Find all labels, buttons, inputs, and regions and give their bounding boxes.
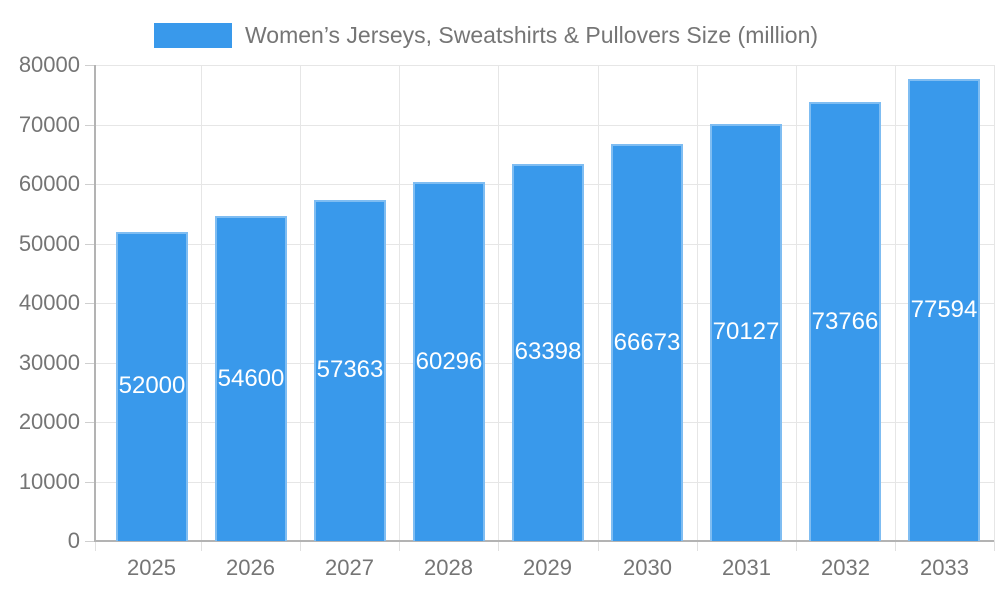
bar[interactable] — [512, 164, 584, 541]
x-tick — [95, 541, 96, 551]
bar-value-label: 60296 — [415, 348, 483, 375]
y-tick-label: 40000 — [18, 290, 80, 315]
y-tick — [85, 184, 95, 185]
bar-value-label: 77594 — [910, 296, 978, 323]
y-tick-label: 80000 — [18, 52, 80, 77]
x-gridline — [697, 65, 698, 541]
bar-value-label: 52000 — [118, 372, 186, 399]
bar[interactable] — [908, 79, 980, 541]
y-tick — [85, 125, 95, 126]
x-gridline — [598, 65, 599, 541]
y-tick-label: 60000 — [18, 171, 80, 196]
y-tick-label: 30000 — [18, 350, 80, 375]
y-tick — [85, 422, 95, 423]
x-tick — [697, 541, 698, 551]
y-tick-label: 50000 — [18, 231, 80, 256]
bar[interactable] — [116, 232, 188, 541]
y-tick — [85, 541, 95, 542]
bar-value-label: 54600 — [217, 365, 285, 392]
x-tick — [895, 541, 896, 551]
x-tick — [994, 541, 995, 551]
bar-value-label: 57363 — [316, 356, 384, 383]
y-gridline — [95, 65, 994, 66]
bar[interactable] — [809, 102, 881, 541]
y-tick — [85, 482, 95, 483]
bar[interactable] — [710, 124, 782, 541]
y-tick-label: 10000 — [18, 469, 80, 494]
x-tick-label: 2026 — [226, 555, 275, 580]
y-tick-label: 0 — [67, 528, 80, 553]
x-tick — [796, 541, 797, 551]
x-axis-line — [94, 540, 994, 542]
legend-label: Women’s Jerseys, Sweatshirts & Pullovers… — [245, 22, 819, 48]
x-gridline — [399, 65, 400, 541]
x-tick — [300, 541, 301, 551]
y-tick-label: 20000 — [18, 409, 80, 434]
x-tick — [598, 541, 599, 551]
bar-value-label: 63398 — [514, 338, 582, 365]
bar-value-label: 70127 — [712, 318, 780, 345]
bar[interactable] — [314, 200, 386, 541]
bar-value-label: 73766 — [811, 308, 879, 335]
x-gridline — [994, 65, 995, 541]
y-axis-line — [94, 65, 96, 542]
bar[interactable] — [413, 182, 485, 541]
legend[interactable]: Women’s Jerseys, Sweatshirts & Pullovers… — [154, 22, 818, 48]
x-tick-label: 2028 — [424, 555, 473, 580]
y-tick-label: 70000 — [18, 112, 80, 137]
bar-value-label: 66673 — [613, 329, 681, 356]
x-gridline — [895, 65, 896, 541]
x-tick — [498, 541, 499, 551]
y-tick — [85, 65, 95, 66]
x-tick — [201, 541, 202, 551]
x-gridline — [300, 65, 301, 541]
y-tick — [85, 363, 95, 364]
y-tick — [85, 244, 95, 245]
y-gridline — [95, 125, 994, 126]
x-tick-label: 2031 — [722, 555, 771, 580]
x-gridline — [201, 65, 202, 541]
x-tick-label: 2025 — [127, 555, 176, 580]
x-tick-label: 2030 — [623, 555, 672, 580]
x-tick-label: 2033 — [920, 555, 969, 580]
x-tick-label: 2032 — [821, 555, 870, 580]
legend-swatch — [154, 22, 232, 48]
y-tick — [85, 303, 95, 304]
bar[interactable] — [215, 216, 287, 541]
x-gridline — [498, 65, 499, 541]
x-tick-label: 2029 — [523, 555, 572, 580]
x-tick-label: 2027 — [325, 555, 374, 580]
x-tick — [399, 541, 400, 551]
x-gridline — [796, 65, 797, 541]
bar[interactable] — [611, 144, 683, 541]
